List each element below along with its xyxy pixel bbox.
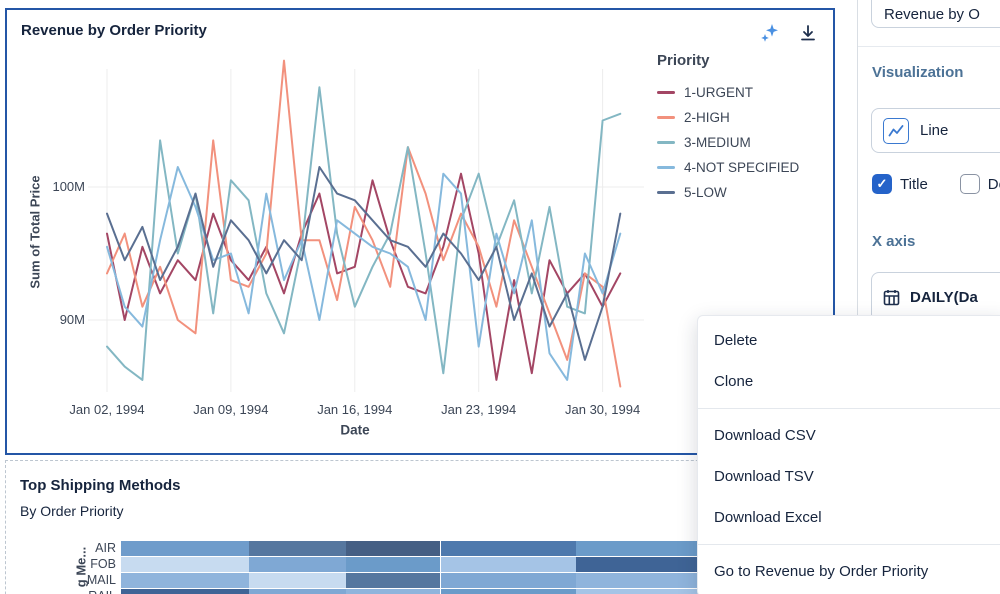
heatmap-cell bbox=[440, 557, 576, 572]
menu-divider bbox=[698, 408, 1000, 409]
calendar-grid-icon bbox=[883, 289, 900, 306]
display-options-row: ✓ Title De bbox=[872, 174, 1000, 194]
description-checkbox-label: De bbox=[987, 175, 1000, 193]
heatmap-row-label: MAIL bbox=[86, 573, 116, 587]
menu-divider bbox=[698, 544, 1000, 545]
heatmap-cell bbox=[345, 557, 441, 572]
heatmap-cell bbox=[121, 589, 249, 594]
x-axis-tick: Jan 30, 1994 bbox=[565, 402, 641, 417]
chart-name-input[interactable] bbox=[871, 0, 1000, 28]
x-axis-title: Date bbox=[340, 422, 370, 438]
x-axis-tick: Jan 02, 1994 bbox=[69, 402, 145, 417]
heatmap-cell bbox=[248, 541, 346, 556]
chart-type-label: Line bbox=[920, 122, 949, 139]
chart-card-revenue-by-order-priority[interactable]: Revenue by Order Priority Sum of Total P… bbox=[5, 8, 835, 455]
heatmap-row-label: FOB bbox=[90, 557, 116, 571]
line-chart-icon bbox=[883, 117, 909, 144]
legend-item[interactable]: 3-MEDIUM bbox=[657, 130, 799, 155]
y-axis-tick: 90M bbox=[59, 312, 85, 327]
menu-item-download-excel[interactable]: Download Excel bbox=[714, 509, 822, 526]
x-axis-tick: Jan 16, 1994 bbox=[317, 402, 393, 417]
title-checkbox-label: Title bbox=[900, 175, 928, 193]
heatmap-cell bbox=[121, 541, 249, 556]
legend-label: 5-LOW bbox=[684, 185, 727, 200]
heatmap-cell bbox=[345, 589, 441, 594]
heatmap-row-label: RAIL bbox=[64, 589, 116, 594]
heatmap-cell bbox=[121, 573, 249, 588]
menu-item-download-csv[interactable]: Download CSV bbox=[714, 427, 816, 444]
x-axis-field-label: DAILY(Da bbox=[910, 288, 978, 306]
sparkle-ai-icon[interactable] bbox=[759, 22, 781, 44]
heatmap-cell bbox=[248, 557, 346, 572]
legend-label: 4-NOT SPECIFIED bbox=[684, 160, 800, 175]
download-icon[interactable] bbox=[797, 22, 819, 44]
line-chart-plot bbox=[88, 59, 644, 392]
heatmap-cell bbox=[345, 573, 441, 588]
menu-item-clone[interactable]: Clone bbox=[714, 373, 754, 390]
legend-swatch bbox=[657, 141, 675, 144]
heatmap-card-title: Top Shipping Methods bbox=[20, 477, 181, 494]
panel-divider bbox=[858, 46, 1000, 47]
legend-item[interactable]: 5-LOW bbox=[657, 180, 799, 205]
menu-item-download-tsv[interactable]: Download TSV bbox=[714, 468, 814, 485]
chart-type-select[interactable]: Line bbox=[871, 108, 1000, 153]
description-checkbox[interactable] bbox=[959, 174, 980, 194]
chart-card-title: Revenue by Order Priority bbox=[21, 22, 207, 39]
chart-card-actions bbox=[759, 22, 819, 44]
heatmap-cell bbox=[248, 573, 346, 588]
legend-swatch bbox=[657, 191, 675, 194]
menu-item-delete[interactable]: Delete bbox=[714, 332, 758, 349]
legend-swatch bbox=[657, 116, 675, 119]
x-axis-section-header: X axis bbox=[872, 233, 916, 250]
legend-swatch bbox=[657, 91, 675, 94]
heatmap-card-subtitle: By Order Priority bbox=[20, 503, 124, 519]
heatmap-row-label: AIR bbox=[95, 541, 116, 555]
heatmap-cell bbox=[440, 589, 576, 594]
x-axis-tick: Jan 23, 1994 bbox=[441, 402, 517, 417]
heatmap-cell bbox=[440, 541, 576, 556]
legend-label: 2-HIGH bbox=[684, 110, 730, 125]
legend-label: 3-MEDIUM bbox=[684, 135, 751, 150]
context-menu: Delete Clone Download CSV Download TSV Downl… bbox=[697, 315, 1000, 594]
heatmap-cell bbox=[121, 557, 249, 572]
legend-label: 1-URGENT bbox=[684, 85, 754, 100]
legend-item[interactable]: 4-NOT SPECIFIED bbox=[657, 155, 799, 180]
heatmap-cell bbox=[440, 573, 576, 588]
heatmap-cell bbox=[345, 541, 441, 556]
y-axis-tick: 100M bbox=[52, 179, 85, 194]
title-checkbox[interactable]: ✓ bbox=[872, 174, 892, 194]
heatmap-cell bbox=[248, 589, 346, 594]
menu-item-go-to-revenue-by-order-priority[interactable]: Go to Revenue by Order Priority bbox=[714, 563, 929, 580]
legend-item[interactable]: 1-URGENT bbox=[657, 80, 799, 105]
legend-title: Priority bbox=[657, 52, 710, 69]
chart-legend: Priority 1-URGENT 2-HIGH 3-MEDIUM 4-NOT SPE… bbox=[657, 52, 799, 205]
visualization-section-header: Visualization bbox=[872, 64, 964, 81]
legend-swatch bbox=[657, 166, 675, 169]
x-axis-tick: Jan 09, 1994 bbox=[193, 402, 269, 417]
legend-item[interactable]: 2-HIGH bbox=[657, 105, 799, 130]
